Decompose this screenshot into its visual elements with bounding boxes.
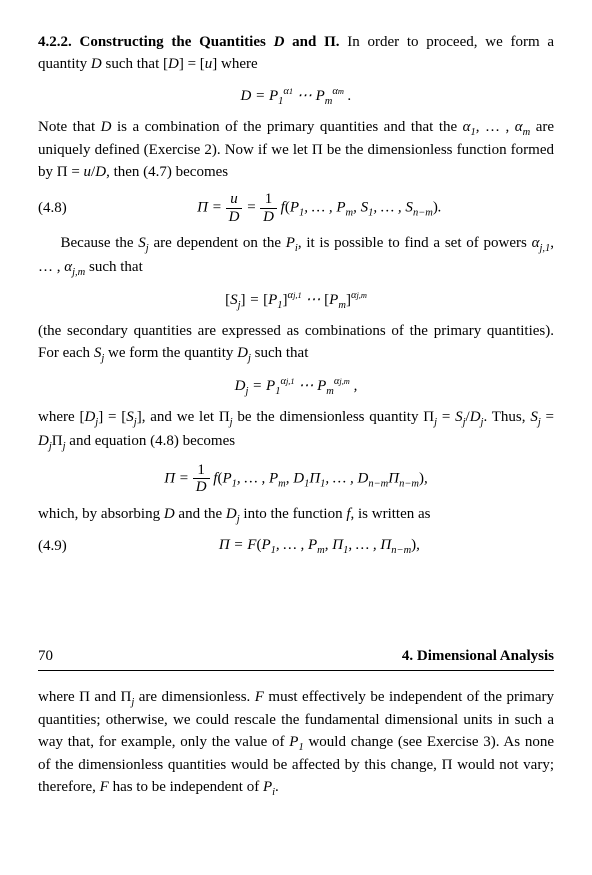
para-dj-sj: where [Dj] = [Sj], and we let Πj be the … xyxy=(38,407,554,453)
section-opening: 4.2.2. Constructing the Quantities D and… xyxy=(38,32,554,76)
section-number: 4.2.2. xyxy=(38,34,72,50)
equation-pi-expanded: Π = 1D f(P1, … , Pm, D1Π1, … , Dn−mΠn−m)… xyxy=(38,462,554,496)
para-sj-dependent: Because the Sj are dependent on the Pi, … xyxy=(38,233,554,279)
equation-4-9: (4.9) Π = F(P1, … , Pm, Π1, … , Πn−m), xyxy=(38,535,554,558)
equation-number-48: (4.8) xyxy=(38,198,85,220)
chapter-label: 4. Dimensional Analysis xyxy=(402,646,554,668)
page-number: 70 xyxy=(38,646,53,668)
running-head: 70 4. Dimensional Analysis xyxy=(38,646,554,671)
equation-dj-def: Dj = P1αj,1 ⋯ Pmαj,m , xyxy=(38,374,554,399)
para-note-d: Note that D is a combination of the prim… xyxy=(38,117,554,184)
section-title: Constructing the Quantities D and Π. xyxy=(80,34,340,50)
para-absorbing: which, by absorbing D and the Dj into th… xyxy=(38,504,554,527)
equation-4-8: (4.8) Π = uD = 1D f(P1, … , Pm, S1, … , … xyxy=(38,191,554,225)
para-f-independent: where Π and Πj are dimensionless. F must… xyxy=(38,687,554,800)
equation-sj-brackets: [Sj] = [P1]αj,1 ⋯ [Pm]αj,m xyxy=(38,288,554,313)
equation-number-49: (4.9) xyxy=(38,536,85,558)
page-gap xyxy=(38,566,554,646)
para-secondary-combo: (the secondary quantities are expressed … xyxy=(38,321,554,366)
equation-d-def: D = P1α1 ⋯ Pmαm . xyxy=(38,84,554,109)
